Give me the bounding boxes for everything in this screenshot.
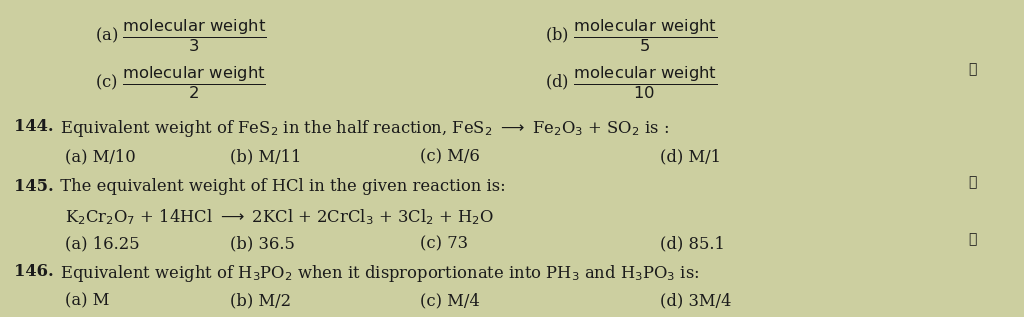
Text: K$_2$Cr$_2$O$_7$ + 14HCl $\longrightarrow$ 2KCl + 2CrCl$_3$ + 3Cl$_2$ + H$_2$O: K$_2$Cr$_2$O$_7$ + 14HCl $\longrightarro… (65, 207, 494, 227)
Text: (d) 85.1: (d) 85.1 (660, 235, 725, 252)
Text: (a) M/10: (a) M/10 (65, 148, 136, 165)
Text: (b) M/2: (b) M/2 (230, 292, 291, 309)
Text: (a) M: (a) M (65, 292, 110, 309)
Text: (c) $\dfrac{\mathrm{molecular\ weight}}{2}$: (c) $\dfrac{\mathrm{molecular\ weight}}{… (95, 65, 266, 101)
Text: (d) M/1: (d) M/1 (660, 148, 721, 165)
Text: (b) 36.5: (b) 36.5 (230, 235, 295, 252)
Text: (c) 73: (c) 73 (420, 235, 468, 252)
Text: (d) $\dfrac{\mathrm{molecular\ weight}}{10}$: (d) $\dfrac{\mathrm{molecular\ weight}}{… (545, 65, 717, 101)
Text: The equivalent weight of HCl in the given reaction is:: The equivalent weight of HCl in the give… (55, 178, 506, 195)
Text: 145.: 145. (14, 178, 53, 195)
Text: (a) 16.25: (a) 16.25 (65, 235, 139, 252)
Text: (b) M/11: (b) M/11 (230, 148, 301, 165)
Text: (b) $\dfrac{\mathrm{molecular\ weight}}{5}$: (b) $\dfrac{\mathrm{molecular\ weight}}{… (545, 18, 717, 54)
Text: ∴: ∴ (968, 232, 976, 246)
Text: 144.: 144. (14, 118, 53, 135)
Text: (c) M/4: (c) M/4 (420, 292, 480, 309)
Text: Equivalent weight of H$_3$PO$_2$ when it disproportionate into PH$_3$ and H$_3$P: Equivalent weight of H$_3$PO$_2$ when it… (55, 263, 699, 284)
Text: ∴: ∴ (968, 62, 976, 76)
Text: (d) 3M/4: (d) 3M/4 (660, 292, 731, 309)
Text: (c) M/6: (c) M/6 (420, 148, 480, 165)
Text: (a) $\dfrac{\mathrm{molecular\ weight}}{3}$: (a) $\dfrac{\mathrm{molecular\ weight}}{… (95, 18, 266, 54)
Text: 146.: 146. (14, 263, 53, 280)
Text: Equivalent weight of FeS$_2$ in the half reaction, FeS$_2$ $\longrightarrow$ Fe$: Equivalent weight of FeS$_2$ in the half… (55, 118, 669, 139)
Text: ∴: ∴ (968, 175, 976, 189)
